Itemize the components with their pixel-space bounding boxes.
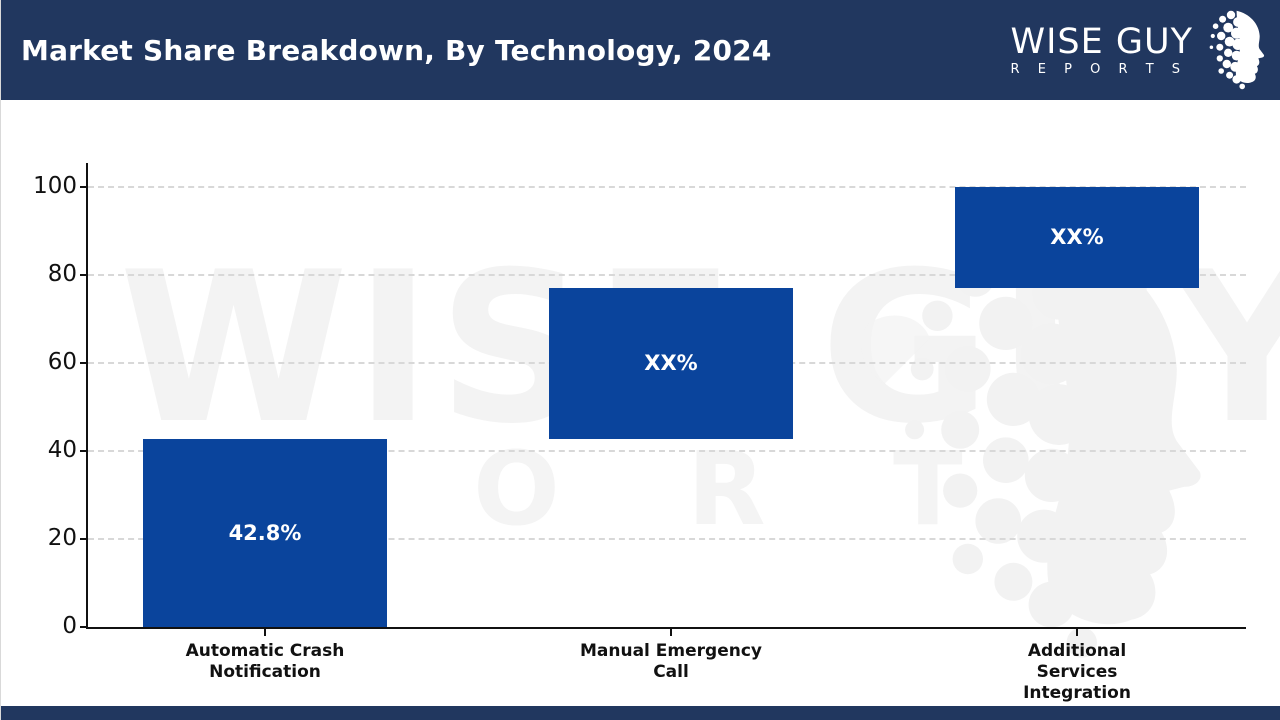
y-tick-label: 80: [47, 261, 77, 287]
bar-value-label: XX%: [644, 351, 698, 376]
logo-face-icon: [1209, 10, 1265, 90]
gridline: [88, 186, 1246, 188]
y-tick-label: 20: [47, 525, 77, 551]
gridline: [88, 538, 1246, 540]
x-axis-tick: [264, 629, 266, 636]
x-axis-tick: [670, 629, 672, 636]
page-title: Market Share Breakdown, By Technology, 2…: [21, 33, 772, 67]
bar-segment: XX%: [549, 287, 793, 439]
y-axis-tick: [80, 186, 87, 188]
y-axis-tick: [80, 362, 87, 364]
y-axis-line: [86, 163, 88, 629]
logo-text: WISE GUY R E P O R T S: [1010, 24, 1193, 77]
bar-value-label: 42.8%: [228, 520, 302, 545]
y-tick-label: 100: [33, 173, 77, 199]
x-category-label: Manual Emergency Call: [579, 641, 762, 682]
logo-reports-text: R E P O R T S: [1010, 61, 1188, 77]
chart-area: WISE GUY P O R T S 02040608010042.8%Auto…: [1, 100, 1280, 720]
bar-segment: 42.8%: [143, 438, 387, 627]
x-axis-tick: [1076, 629, 1078, 636]
logo-wiseguy-text: WISE GUY: [1010, 21, 1193, 62]
header: Market Share Breakdown, By Technology, 2…: [1, 0, 1280, 100]
gridline: [88, 450, 1246, 452]
x-category-label: Additional Services Integration: [1023, 641, 1131, 703]
bar-segment: XX%: [955, 187, 1199, 288]
x-category-label: Automatic Crash Notification: [185, 641, 345, 682]
y-axis-tick: [80, 626, 87, 628]
y-tick-label: 0: [62, 613, 77, 639]
footer-strip: [1, 706, 1280, 720]
y-tick-label: 60: [47, 349, 77, 375]
y-axis-tick: [80, 450, 87, 452]
x-axis-line: [88, 627, 1246, 629]
bar-value-label: XX%: [1050, 225, 1104, 250]
wiseguy-logo: WISE GUY R E P O R T S: [1010, 6, 1267, 94]
y-axis-tick: [80, 274, 87, 276]
y-tick-label: 40: [47, 437, 77, 463]
plot: 0 20 40 60 80 100 42.8% Automatic Crash Notifica…: [1, 100, 1280, 720]
gridline: [88, 274, 1246, 276]
y-axis-tick: [80, 538, 87, 540]
